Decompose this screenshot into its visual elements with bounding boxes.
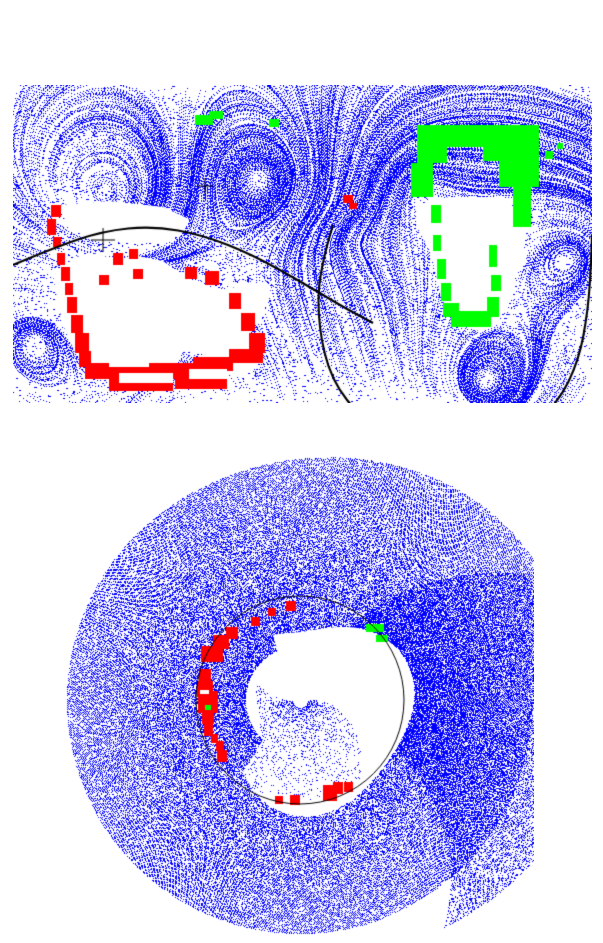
top-panel-field bbox=[13, 85, 592, 403]
bottom-panel-canvas bbox=[62, 448, 534, 943]
bottom-panel-field bbox=[62, 448, 534, 943]
top-panel bbox=[13, 85, 592, 403]
bottom-panel bbox=[62, 448, 534, 943]
top-panel-canvas bbox=[13, 85, 592, 403]
